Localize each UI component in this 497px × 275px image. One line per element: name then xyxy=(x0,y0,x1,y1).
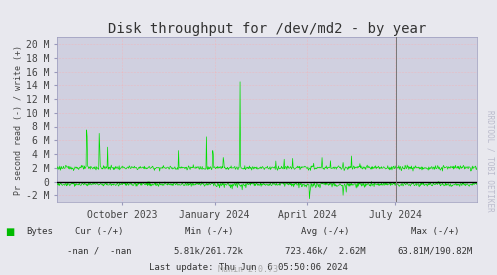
Text: 5.81k/261.72k: 5.81k/261.72k xyxy=(174,246,244,255)
Text: Cur (-/+): Cur (-/+) xyxy=(75,227,124,236)
Text: ■: ■ xyxy=(5,227,14,237)
Text: Bytes: Bytes xyxy=(26,227,53,236)
Text: 63.81M/190.82M: 63.81M/190.82M xyxy=(397,246,473,255)
Text: RRDTOOL / TOBI OETIKER: RRDTOOL / TOBI OETIKER xyxy=(486,110,495,212)
Text: Last update: Thu Jun  6 05:50:06 2024: Last update: Thu Jun 6 05:50:06 2024 xyxy=(149,263,348,273)
Text: 723.46k/  2.62M: 723.46k/ 2.62M xyxy=(285,246,366,255)
Text: Max (-/+): Max (-/+) xyxy=(411,227,459,236)
Text: -nan /  -nan: -nan / -nan xyxy=(67,246,132,255)
Text: Avg (-/+): Avg (-/+) xyxy=(301,227,350,236)
Y-axis label: Pr second read (-) / write (+): Pr second read (-) / write (+) xyxy=(14,45,23,195)
Text: Munin 2.0.73: Munin 2.0.73 xyxy=(219,265,278,274)
Text: Min (-/+): Min (-/+) xyxy=(184,227,233,236)
Title: Disk throughput for /dev/md2 - by year: Disk throughput for /dev/md2 - by year xyxy=(108,22,426,36)
